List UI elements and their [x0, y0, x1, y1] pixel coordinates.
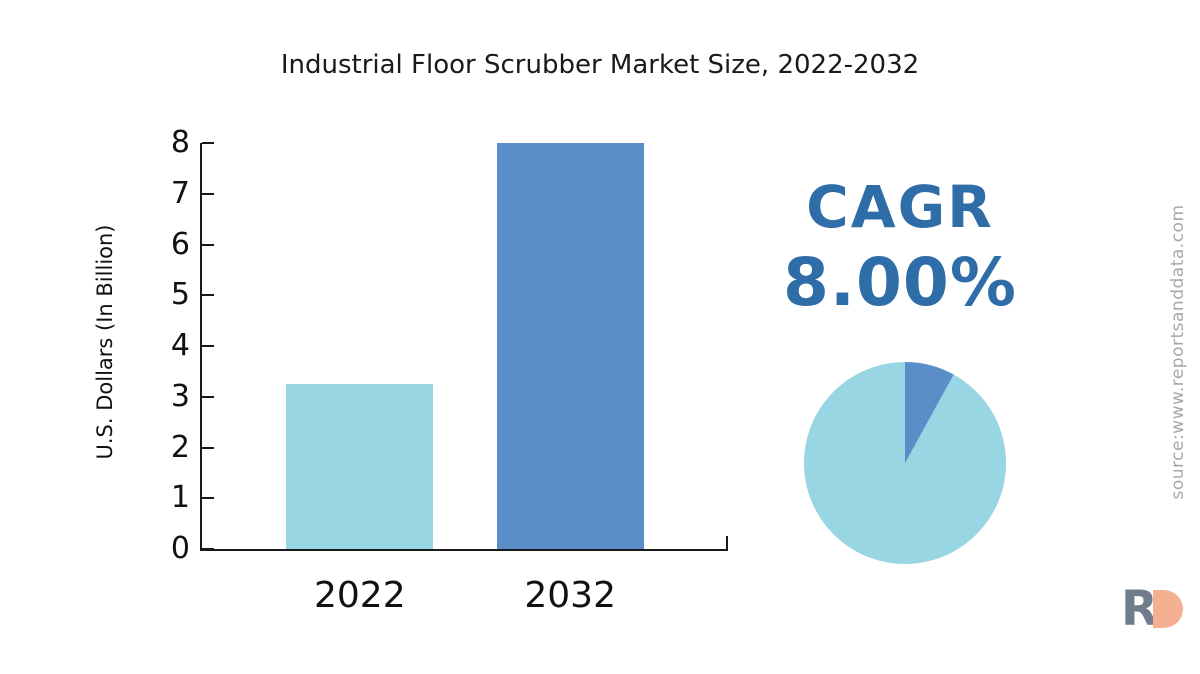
y-axis-tick-label: 4: [170, 328, 190, 363]
y-axis-tick-label: 2: [170, 429, 190, 465]
x-category-label: 2032: [524, 575, 616, 616]
y-axis-tick-label: 5: [170, 277, 190, 313]
y-axis-tick: [202, 395, 214, 398]
bar-2022: [286, 384, 434, 549]
y-axis-tick-label: 7: [170, 175, 190, 211]
y-axis-tick: [202, 142, 214, 144]
y-axis-tick: [202, 294, 214, 297]
x-category-label: 2022: [313, 575, 406, 616]
y-axis-tick-label: 0: [170, 531, 190, 566]
bar-2032: [496, 143, 644, 549]
reports-and-data-logo: R: [1121, 581, 1183, 637]
logo-d-shape-icon: [1152, 590, 1183, 628]
y-axis-tick-label: 8: [170, 125, 190, 160]
y-axis-tick: [202, 243, 214, 246]
y-axis-tick-label: 3: [170, 378, 190, 414]
source-attribution: source:www.reportsanddata.com: [1168, 204, 1188, 500]
logo-letter-r: R: [1121, 581, 1158, 637]
y-axis-tick: [202, 192, 214, 195]
plot-area: 0 1 2 3 4 5 6 7 8 2022 2032: [171, 128, 728, 616]
y-axis-tick-label: 1: [170, 480, 190, 516]
pie-cagr-slice: [905, 362, 954, 463]
x-axis-end-tick: [726, 536, 728, 549]
chart-title: Industrial Floor Scrubber Market Size, 2…: [280, 50, 920, 80]
cagr-value: 8.00%: [783, 244, 1017, 321]
y-axis-label: U.S. Dollars (In Billion): [93, 224, 117, 460]
y-axis-tick: [202, 497, 214, 500]
cagr-pie: [804, 362, 1006, 564]
y-axis-tick: [202, 345, 214, 347]
y-axis-tick: [202, 548, 214, 550]
y-axis-tick-label: 6: [170, 226, 190, 262]
cagr-label: CAGR: [806, 173, 994, 241]
y-axis-tick: [202, 446, 214, 449]
cagr-block: CAGR 8.00%: [768, 178, 1032, 316]
